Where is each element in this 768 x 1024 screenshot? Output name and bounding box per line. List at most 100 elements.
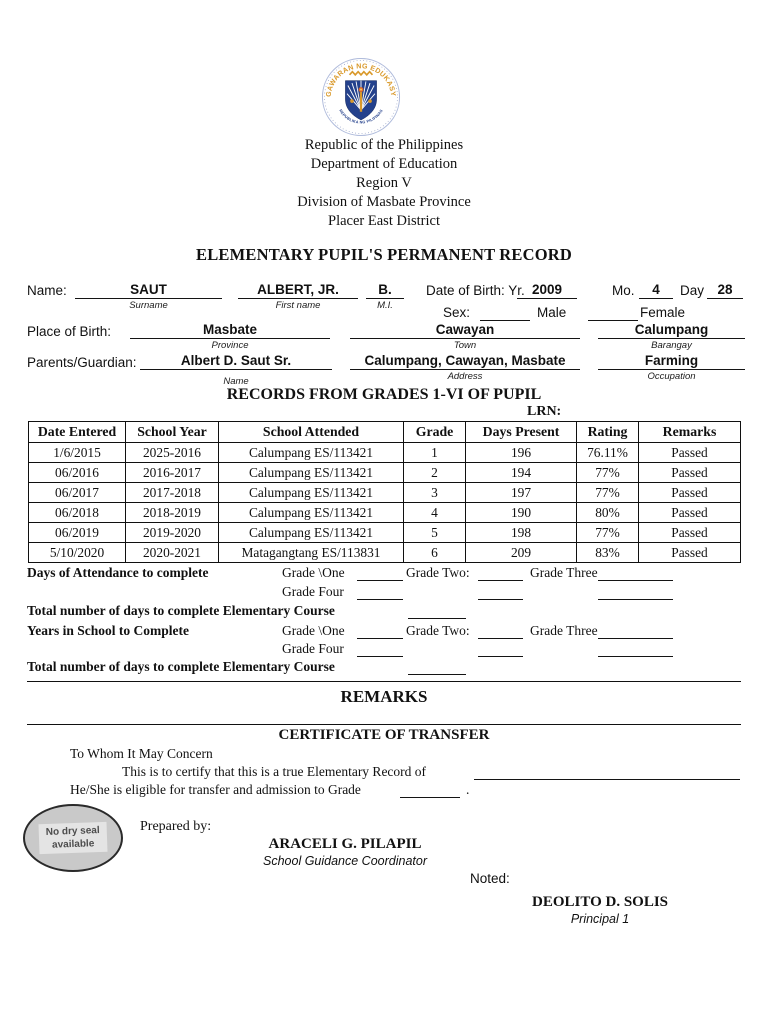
cell: 190 [465,502,577,523]
cert-body-line: This is to certify that this is a true E… [122,764,427,779]
first-name-value: ALBERT, JR. [238,282,358,299]
cell: 3 [403,482,466,503]
grade-one-label: Grade \One [282,565,345,580]
grade-five-blank [478,641,523,657]
grade-two-label: Grade Two: [406,565,470,580]
sex-label: Sex: [443,305,471,320]
cell: Passed [638,442,741,463]
grade-four-blank [357,584,403,600]
letterhead: Republic of the Philippines Department o… [0,136,768,231]
grade-one-blank [357,623,403,639]
cell: 1/6/2015 [28,442,126,463]
cert-name-blank [474,764,740,780]
dry-seal-text: No dry seal available [38,821,108,855]
province-field: Masbate Province [130,322,330,351]
grade-four-label: Grade Four [282,584,344,599]
grade-three-blank [598,565,673,581]
month-label: Mo. [612,283,635,298]
guardian-occupation-sublabel: Occupation [647,371,696,382]
cell: 6 [403,542,466,563]
guardian-label: Parents/Guardian: [27,355,137,370]
total-days-blank [408,659,466,675]
records-section-title: RECORDS FROM GRADES 1-VI OF PUPIL [226,386,542,403]
table-row: 06/2017 2017-2018 Calumpang ES/113421 3 … [28,482,741,503]
dob-day-field: 28 [707,282,743,299]
cell: 2017-2018 [125,482,219,503]
cell: 76.11% [576,442,639,463]
cell: Passed [638,482,741,503]
cell: Calumpang ES/113421 [218,462,404,483]
preparer-title: School Guidance Coordinator [263,854,427,868]
noter-name: DEOLITO D. SOLIS [531,894,669,910]
middle-initial-field: B. M.I. [366,282,404,311]
cell: 2018-2019 [125,502,219,523]
noter-title: Principal 1 [570,912,630,926]
cell: Matagangtang ES/113831 [218,542,404,563]
total-days-label: Total number of days to complete Element… [27,603,335,618]
cell: Passed [638,522,741,543]
barangay-value: Calumpang [598,322,745,339]
cell: 209 [465,542,577,563]
certificate-title: CERTIFICATE OF TRANSFER [278,727,490,743]
guardian-name-sublabel: Name [223,376,249,387]
col-header: Rating [576,421,639,443]
guardian-occupation-value: Farming [598,353,745,370]
cell: 2020-2021 [125,542,219,563]
preparer-name: ARACELI G. PILAPIL [268,836,422,852]
cert-salutation: To Whom It May Concern [70,746,213,761]
guardian-address-value: Calumpang, Cawayan, Masbate [350,353,580,370]
barangay-field: Calumpang Barangay [598,322,745,351]
cell: 83% [576,542,639,563]
male-label: Male [537,305,567,320]
table-row: 06/2019 2019-2020 Calumpang ES/113421 5 … [28,522,741,543]
cell: 06/2016 [28,462,126,483]
cell: 198 [465,522,577,543]
province-value: Masbate [130,322,330,339]
seal-torch [359,92,363,112]
cell: 80% [576,502,639,523]
grade-six-blank [598,584,673,600]
cell: Calumpang ES/113421 [218,482,404,503]
col-header: School Year [125,421,219,443]
table-row: 1/6/2015 2025-2016 Calumpang ES/113421 1… [28,442,741,463]
cell: 4 [403,502,466,523]
days-attendance-heading: Days of Attendance to complete [27,565,209,580]
grade-one-label: Grade \One [282,623,345,638]
document-title: ELEMENTARY PUPIL'S PERMANENT RECORD [195,245,573,264]
cell: 06/2017 [28,482,126,503]
cell: 5/10/2020 [28,542,126,563]
deped-seal-logo: KAGAWARAN NG EDUKASYON REPUBLIKA NG PILI… [320,56,401,137]
cell: Passed [638,502,741,523]
years-school-heading: Years in School to Complete [27,623,189,638]
guardian-address-sublabel: Address [447,371,483,382]
dob-month-value: 4 [639,282,673,299]
col-header: Remarks [638,421,741,443]
town-sublabel: Town [453,340,477,351]
cell: 1 [403,442,466,463]
guardian-occupation-field: Farming Occupation [598,353,745,382]
grade-two-label: Grade Two: [406,623,470,638]
cell: Calumpang ES/113421 [218,442,404,463]
grade-four-label: Grade Four [282,641,344,656]
surname-value: SAUT [75,282,222,299]
letterhead-line: Department of Education [310,156,458,172]
first-name-field: ALBERT, JR. First name [238,282,358,311]
sex-female-blank [588,305,638,321]
grade-one-blank [357,565,403,581]
letterhead-line: Placer East District [328,213,440,229]
cell: 77% [576,522,639,543]
day-label: Day [680,283,705,298]
first-name-sublabel: First name [275,300,321,311]
table-header-row: Date Entered School Year School Attended… [28,421,741,443]
cert-grade-blank [400,782,460,798]
cell: 5 [403,522,466,543]
letterhead-line: Region V [356,175,412,191]
cell: 197 [465,482,577,503]
cell: 2025-2016 [125,442,219,463]
noted-label: Noted: [470,871,510,886]
table-row: 06/2016 2016-2017 Calumpang ES/113421 2 … [28,462,741,483]
middle-initial-value: B. [366,282,404,299]
grade-six-blank [598,641,673,657]
prepared-by-label: Prepared by: [140,819,212,834]
